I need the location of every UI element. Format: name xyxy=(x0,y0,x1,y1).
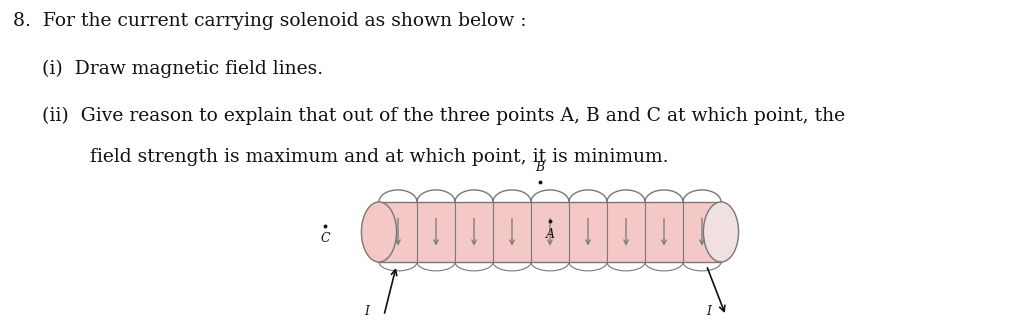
Text: (ii)  Give reason to explain that out of the three points A, B and C at which po: (ii) Give reason to explain that out of … xyxy=(42,107,845,125)
Text: I: I xyxy=(364,305,369,317)
Text: C: C xyxy=(321,232,330,245)
Text: B: B xyxy=(536,161,545,174)
Ellipse shape xyxy=(703,202,738,262)
Text: 8.  For the current carrying solenoid as shown below :: 8. For the current carrying solenoid as … xyxy=(12,12,526,30)
Bar xyxy=(379,202,721,262)
Text: A: A xyxy=(546,228,555,241)
Text: I: I xyxy=(706,305,711,317)
Text: field strength is maximum and at which point, it is minimum.: field strength is maximum and at which p… xyxy=(42,148,669,166)
Ellipse shape xyxy=(361,202,396,262)
Text: (i)  Draw magnetic field lines.: (i) Draw magnetic field lines. xyxy=(42,60,323,78)
